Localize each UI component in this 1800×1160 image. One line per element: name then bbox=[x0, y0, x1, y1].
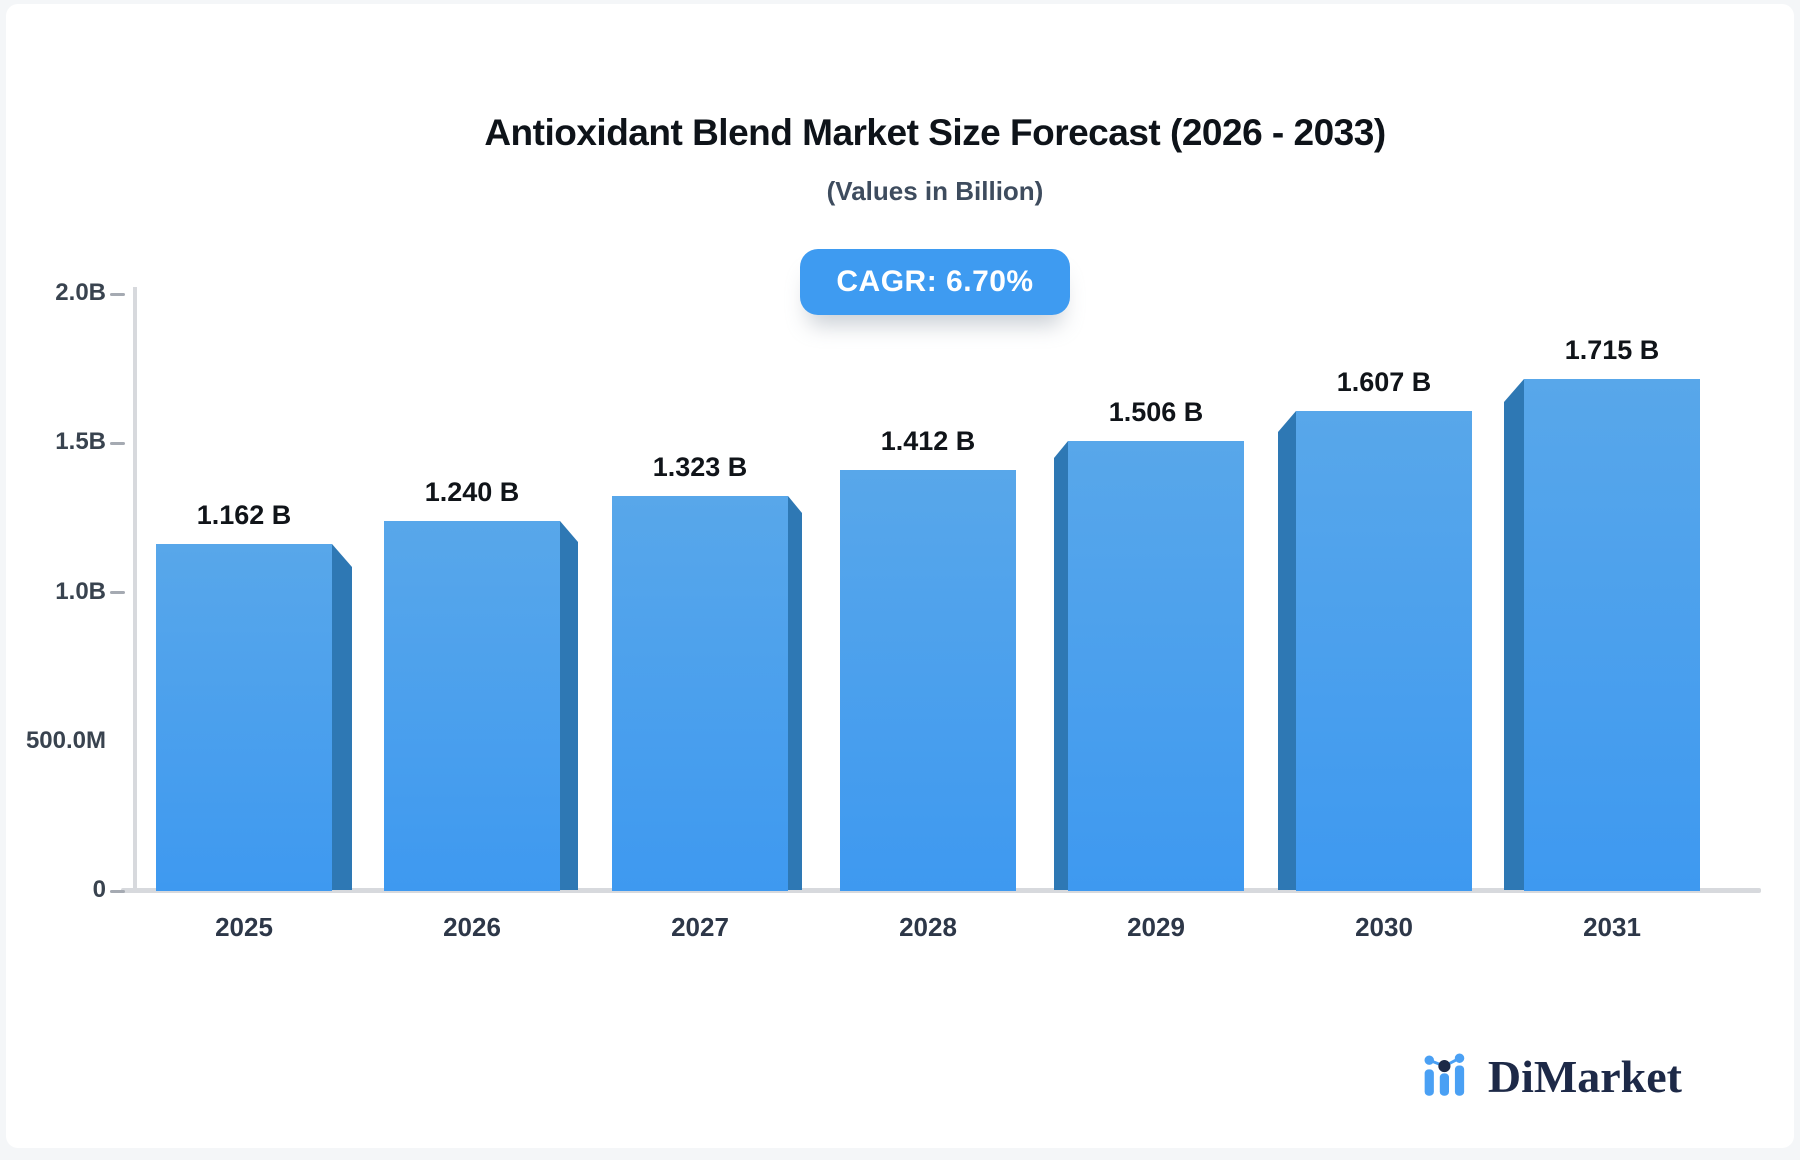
dimarket-logo-text: DiMarket bbox=[1487, 1050, 1682, 1102]
bar-2029 bbox=[1068, 441, 1244, 891]
chart-header: Antioxidant Blend Market Size Forecast (… bbox=[76, 4, 1794, 315]
y-axis-tick-label: 1.5B bbox=[55, 428, 106, 456]
bar-value-label: 1.240 B bbox=[424, 477, 520, 507]
bar-3d-side bbox=[1278, 411, 1296, 890]
bar-value-label: 1.323 B bbox=[652, 452, 748, 482]
bar-2026 bbox=[384, 521, 560, 891]
bar-2030 bbox=[1296, 411, 1472, 891]
x-axis-category-label: 2029 bbox=[1127, 912, 1185, 942]
bar-value-label: 1.412 B bbox=[880, 426, 976, 456]
y-axis-tick-label: 0 bbox=[92, 876, 106, 903]
dimarket-logo: DiMarket bbox=[1424, 1050, 1682, 1102]
bar-2031 bbox=[1524, 379, 1700, 891]
y-axis-tick-label: 1.0B bbox=[55, 577, 106, 605]
x-axis-category-label: 2027 bbox=[671, 912, 729, 942]
chart-subtitle: (Values in Billion) bbox=[826, 176, 1044, 206]
y-axis-tick-label: 2.0B bbox=[55, 279, 106, 306]
y-axis-tick-mark bbox=[110, 889, 125, 893]
y-axis-tick-mark bbox=[110, 292, 125, 296]
bar-2025 bbox=[156, 544, 332, 891]
x-axis-category-label: 2028 bbox=[899, 912, 957, 942]
chart-card: Antioxidant Blend Market Size Forecast (… bbox=[6, 4, 1794, 1148]
y-axis-line bbox=[133, 287, 137, 893]
bar-chart-plot-area: 2.0B 1.5B 1.0B 500.0M 0 1.162 B 2025 1.240 B 202… bbox=[6, 4, 1800, 1160]
chart-title: Antioxidant Blend Market Size Forecast (… bbox=[484, 112, 1386, 153]
x-axis-category-label: 2030 bbox=[1355, 912, 1413, 942]
bar-3d-side bbox=[1504, 379, 1524, 890]
bar-value-label: 1.162 B bbox=[196, 500, 292, 530]
x-axis-category-label: 2026 bbox=[443, 912, 501, 942]
y-axis-tick-mark bbox=[110, 441, 125, 445]
bar-3d-side bbox=[1054, 441, 1068, 890]
bar-3d-side bbox=[560, 521, 578, 890]
bar-value-label: 1.506 B bbox=[1108, 397, 1204, 427]
x-axis-category-label: 2031 bbox=[1583, 912, 1641, 942]
dimarket-logo-icon bbox=[1424, 1053, 1465, 1096]
bar-value-label: 1.607 B bbox=[1336, 367, 1432, 397]
bar-3d-side bbox=[788, 496, 802, 890]
y-axis-tick-mark bbox=[110, 591, 125, 594]
y-axis-tick-label: 500.0M bbox=[25, 726, 106, 754]
x-axis-category-label: 2025 bbox=[215, 912, 273, 942]
bar-2028 bbox=[840, 470, 1016, 891]
bar-value-label: 1.715 B bbox=[1564, 335, 1660, 365]
bar-3d-side bbox=[332, 544, 352, 890]
bar-2027 bbox=[612, 496, 788, 891]
cagr-badge: CAGR: 6.70% bbox=[800, 249, 1070, 315]
